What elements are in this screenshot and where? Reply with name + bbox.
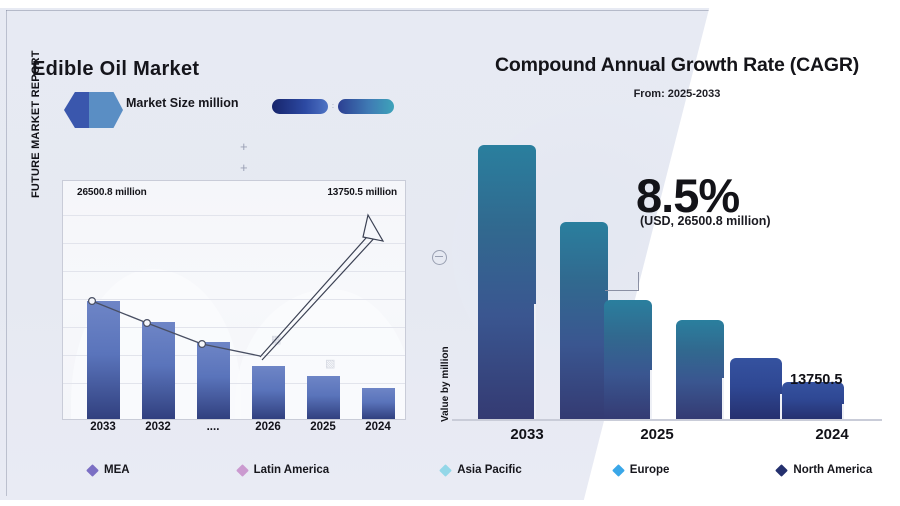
- trend-line-marker: [88, 296, 97, 305]
- gridline: [63, 215, 405, 216]
- left-bar-series: [63, 181, 405, 419]
- growth-arrow-line-b: [261, 233, 379, 361]
- legend-label: MEA: [104, 464, 130, 476]
- legend-diamond-icon: [86, 463, 99, 477]
- gridline: [63, 355, 405, 356]
- x-label-....: ....: [206, 421, 220, 433]
- trend-line-marker: [142, 319, 151, 328]
- legend-item-latin-america[interactable]: Latin America: [235, 463, 330, 477]
- cagr-value: 8.5%: [636, 169, 740, 222]
- right-bar-2033b: [560, 222, 608, 420]
- x-label-2032: 2032: [145, 421, 171, 433]
- right-x-label-2025: 2025: [640, 426, 674, 443]
- x-label-2033: 2033: [90, 421, 116, 433]
- y-axis-label-right: Value by million: [440, 346, 451, 422]
- gradient-pill-legend: :: [272, 99, 394, 114]
- left-chart: 26500.8 million 13750.5 million ▦ ▧: [62, 180, 406, 420]
- y-axis-label-left: FUTURE MARKET REPORT: [30, 50, 42, 198]
- panel-top-border: [6, 10, 900, 11]
- panel-left-border: [6, 10, 7, 496]
- growth-arrow-line-a: [259, 228, 375, 358]
- right-bar-2025b: [676, 320, 724, 420]
- bar-2032: [142, 322, 175, 419]
- right-chart-baseline: [452, 419, 882, 421]
- x-label-2026: 2026: [255, 421, 281, 433]
- legend-label: Europe: [629, 464, 670, 476]
- ghost-chart-icon-1: ▦: [271, 334, 282, 346]
- hexagon-logo-light-half: [89, 92, 123, 128]
- plus-icon-2: +: [240, 160, 248, 175]
- legend-diamond-icon: [439, 463, 453, 477]
- gridline: [63, 299, 405, 300]
- legend-item-mea[interactable]: MEA: [86, 463, 130, 477]
- corner-decoration: [605, 272, 639, 291]
- bar-2026: [252, 366, 285, 419]
- pill-separator: :: [332, 103, 334, 110]
- gridline: [63, 327, 405, 328]
- legend-item-asia-pacific[interactable]: Asia Pacific: [439, 463, 522, 477]
- cagr-note: (USD, 26500.8 million): [640, 214, 771, 228]
- page-title: Edible Oil Market: [32, 58, 200, 80]
- bar-2024: [362, 388, 395, 419]
- bar-....: [197, 342, 230, 419]
- gridline: [63, 243, 405, 244]
- right-bar-chart: [452, 120, 892, 420]
- left-chart-x-axis: 2033 2032.... 2026 2025 2024: [62, 421, 404, 441]
- right-bar-2024b: [782, 382, 844, 420]
- legend-item-north-america[interactable]: North America: [775, 463, 873, 477]
- plus-icon-1: +: [240, 139, 248, 154]
- x-label-2025: 2025: [310, 421, 336, 433]
- right-bar-2025: [604, 300, 652, 420]
- right-bar-notch: [780, 394, 782, 420]
- gradient-pill-secondary: [337, 99, 394, 114]
- right-bar-2033: [478, 145, 536, 420]
- minus-circle-icon: [432, 250, 447, 265]
- value-annotation-left: 26500.8 million: [77, 187, 147, 198]
- market-size-legend-label: Market Size million: [126, 96, 239, 110]
- growth-arrow-head: [362, 213, 385, 242]
- right-bar-data-label: 13750.5: [790, 372, 843, 388]
- right-chart-x-axis: 2033 2025 2024: [452, 426, 892, 450]
- hexagon-logo-icon: [64, 92, 124, 128]
- gradient-pill-primary: [272, 99, 328, 114]
- legend-diamond-icon: [235, 463, 249, 477]
- legend-diamond-icon: [775, 463, 789, 477]
- right-bar-notch: [722, 378, 724, 420]
- legend-diamond-icon: [611, 463, 625, 477]
- trend-line-path: [91, 300, 261, 357]
- value-annotation-right: 13750.5 million: [327, 187, 397, 198]
- bar-2033: [87, 301, 120, 419]
- right-x-label-2033: 2033: [510, 426, 544, 443]
- region-legend: MEA Latin America Asia Pacific Europe North …: [86, 463, 873, 477]
- right-bar-notch: [842, 404, 844, 420]
- bar-2025: [307, 376, 340, 419]
- x-label-2024: 2024: [365, 421, 391, 433]
- cagr-title: Compound Annual Growth Rate (CAGR): [494, 54, 860, 76]
- right-bar-notch: [534, 304, 536, 420]
- legend-item-europe[interactable]: Europe: [611, 463, 670, 477]
- gridline: [63, 271, 405, 272]
- trend-line-marker: [198, 340, 207, 349]
- legend-label: North America: [793, 464, 873, 476]
- legend-label: Latin America: [253, 464, 330, 476]
- right-bar-notch: [650, 370, 652, 420]
- trend-line-series: [88, 213, 385, 361]
- ghost-chart-icon-2: ▧: [325, 358, 336, 370]
- right-bar-2024: [730, 358, 782, 420]
- legend-label: Asia Pacific: [457, 464, 522, 476]
- cagr-subtitle: From: 2025-2033: [633, 88, 721, 100]
- right-x-label-2024: 2024: [815, 426, 849, 443]
- gridline: [63, 383, 405, 384]
